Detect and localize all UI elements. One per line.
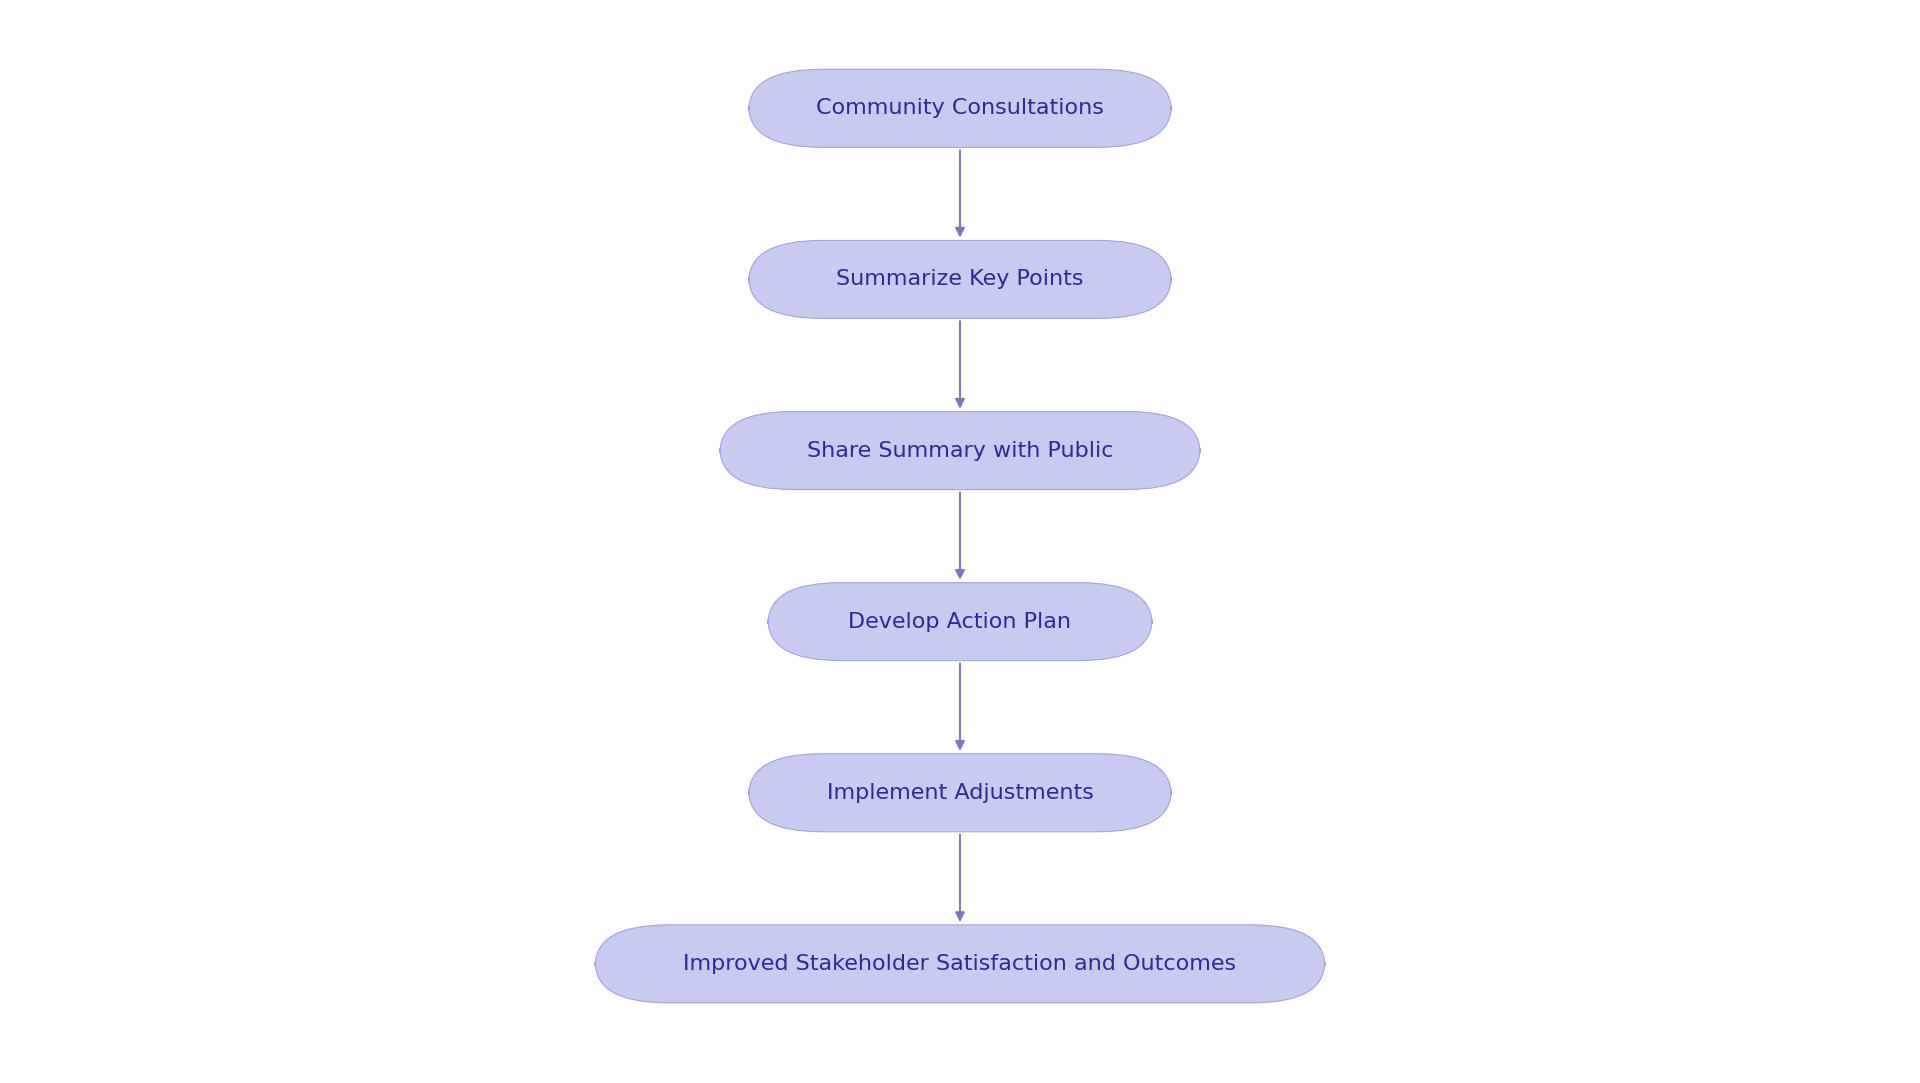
Text: Summarize Key Points: Summarize Key Points [837, 270, 1083, 289]
FancyBboxPatch shape [720, 412, 1200, 490]
FancyBboxPatch shape [749, 69, 1171, 147]
FancyBboxPatch shape [768, 583, 1152, 661]
Text: Develop Action Plan: Develop Action Plan [849, 612, 1071, 631]
FancyBboxPatch shape [749, 240, 1171, 318]
Text: Share Summary with Public: Share Summary with Public [806, 441, 1114, 460]
FancyBboxPatch shape [595, 925, 1325, 1003]
Text: Community Consultations: Community Consultations [816, 99, 1104, 118]
Text: Improved Stakeholder Satisfaction and Outcomes: Improved Stakeholder Satisfaction and Ou… [684, 954, 1236, 974]
FancyBboxPatch shape [749, 754, 1171, 832]
Text: Implement Adjustments: Implement Adjustments [828, 783, 1092, 803]
